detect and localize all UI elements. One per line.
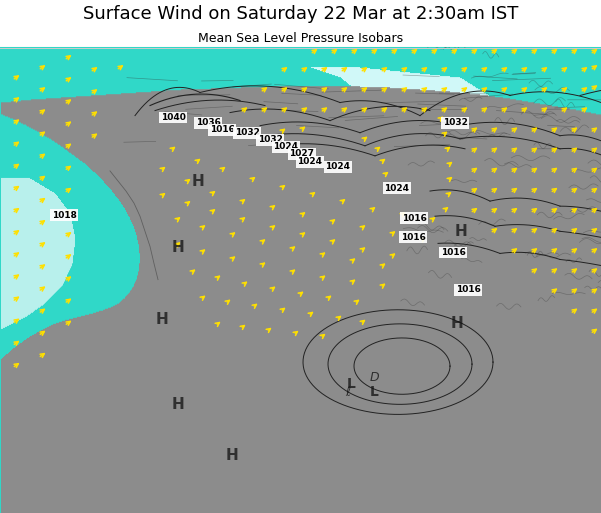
Text: H: H <box>451 317 463 331</box>
Text: 1032: 1032 <box>442 118 468 127</box>
Text: H: H <box>172 397 185 412</box>
Text: H: H <box>192 173 204 188</box>
Text: L: L <box>370 385 379 399</box>
Text: 1016: 1016 <box>456 285 480 294</box>
Text: 1040: 1040 <box>160 113 186 122</box>
Text: 1032: 1032 <box>258 135 282 144</box>
Text: 1016: 1016 <box>441 248 465 257</box>
Text: 1018: 1018 <box>52 211 76 220</box>
Text: 1027: 1027 <box>290 149 314 159</box>
Text: 1024: 1024 <box>273 142 299 151</box>
Text: D: D <box>369 371 379 384</box>
Text: ℓ: ℓ <box>346 386 350 399</box>
Text: 1016: 1016 <box>210 125 234 134</box>
Text: H: H <box>156 312 168 327</box>
Text: 1016: 1016 <box>400 233 426 242</box>
Text: 1024: 1024 <box>297 157 323 166</box>
Text: L: L <box>347 377 355 391</box>
Text: 1036: 1036 <box>195 118 221 127</box>
Text: H: H <box>454 224 468 239</box>
Text: 1024: 1024 <box>385 184 409 192</box>
Text: H: H <box>225 448 239 463</box>
Text: 1032: 1032 <box>234 128 260 137</box>
Text: Surface Wind on Saturday 22 Mar at 2:30am IST: Surface Wind on Saturday 22 Mar at 2:30a… <box>83 5 518 23</box>
Text: 1024: 1024 <box>326 163 350 171</box>
Text: 1016: 1016 <box>401 214 427 223</box>
Text: Mean Sea Level Pressure Isobars: Mean Sea Level Pressure Isobars <box>198 32 403 45</box>
Text: H: H <box>172 240 185 255</box>
